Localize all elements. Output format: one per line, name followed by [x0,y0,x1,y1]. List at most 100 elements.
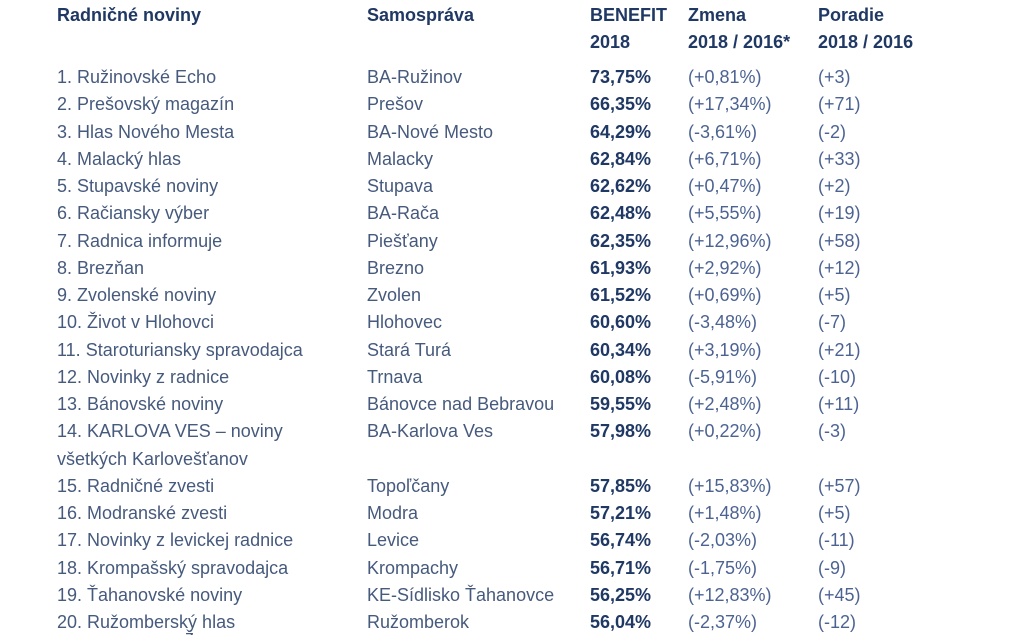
municipality-cell: Malacky [367,148,434,169]
benefit-value-cell: 56,25% [590,584,652,605]
municipality-cell: Bánovce nad Bebravou [367,394,555,414]
table-body: 1. Ružinovské Echo BA-Ružinov 73,75% (+0… [57,64,1024,636]
municipality-cell: Stará Turá [367,339,452,360]
rank-change-cell: (-12) [818,612,857,632]
benefit-value-cell: 64,29% [590,121,652,142]
column-header-samosprava: Samospráva [367,5,475,25]
benefit-value-cell: 57,21% [590,503,652,523]
newspaper-name-cell: 12. Novinky z radnice [57,366,230,387]
rank-change-cell: (+71) [818,94,861,115]
rank-change-cell: (+57) [818,475,861,496]
change-value-cell: (+17,34%) [688,94,772,115]
table-row: 3. Hlas Nového Mesta BA-Nové Mesto 64,29… [57,119,1024,146]
rank-change-cell: (+58) [818,230,861,251]
municipality-cell: BA-Ružinov [367,67,463,87]
newspaper-name-cell: 15. Radničné zvesti [57,475,215,496]
benefit-value-cell: 62,35% [590,230,652,251]
rank-change-cell: (+12) [818,257,861,278]
column-header-radnicne-noviny: Radničné noviny [57,5,202,25]
municipality-cell: KE-Sídlisko Ťahanovce [367,584,555,605]
change-value-cell: (-3,48%) [688,312,758,333]
rank-change-cell: (+5) [818,285,851,305]
newspaper-name-cell: 14. KARLOVA VES – noviny všetkých Karlov… [57,421,283,469]
table-row: 12. Novinky z radnice Trnava 60,08% (-5,… [57,364,1024,391]
benefit-value-cell: 61,52% [590,285,652,305]
table-row: 11. Staroturiansky spravodajca Stará Tur… [57,337,1024,364]
column-header-benefit-2018: BENEFIT 2018 [590,5,668,53]
newspaper-name-cell: 11. Staroturiansky spravodajca [57,339,303,360]
newspaper-name-cell: 13. Bánovské noviny [57,394,224,414]
table-row: 16. Modranské zvesti Modra 57,21% (+1,48… [57,500,1024,527]
municipality-cell: Prešov [367,94,424,115]
newspaper-name-cell: 19. Ťahanovské noviny [57,584,243,605]
change-value-cell: (+12,96%) [688,230,772,251]
municipality-cell: Ružomberok [367,612,470,632]
cut-off-next-row-text-fragment: ž [185,627,229,635]
change-value-cell: (+1,48%) [688,503,762,523]
newspaper-name-cell: 20. Ružomberský hlas [57,612,236,632]
newspaper-name-cell: 16. Modranské zvesti [57,503,228,523]
benefit-value-cell: 61,93% [590,257,652,278]
table-row: 10. Život v Hlohovci Hlohovec 60,60% (-3… [57,309,1024,336]
newspaper-name-cell: 1. Ružinovské Echo [57,67,217,87]
newspaper-name-cell: 4. Malacký hlas [57,148,182,169]
change-value-cell: (+0,22%) [688,421,762,442]
table-row: 15. Radničné zvesti Topoľčany 57,85% (+1… [57,473,1024,500]
change-value-cell: (-1,75%) [688,557,758,578]
newspaper-name-cell: 18. Krompašský spravodajca [57,557,289,578]
column-header-zmena: Zmena 2018 / 2016* [688,5,791,53]
table-row: 8. Brezňan Brezno 61,93% (+2,92%) (+12) [57,255,1024,282]
newspaper-name-cell: 9. Zvolenské noviny [57,285,217,305]
municipality-cell: Brezno [367,257,425,278]
table-row: 14. KARLOVA VES – noviny všetkých Karlov… [57,418,1024,473]
change-value-cell: (+3,19%) [688,339,762,360]
benefit-value-cell: 62,84% [590,148,652,169]
rank-change-cell: (+33) [818,148,861,169]
newspaper-name-cell: 5. Stupavské noviny [57,176,219,196]
rank-change-cell: (-7) [818,312,846,333]
rank-change-cell: (+11) [818,394,860,414]
rank-change-cell: (-11) [818,530,855,551]
newspaper-name-cell: 6. Račiansky výber [57,203,210,224]
municipality-cell: Hlohovec [367,312,443,333]
rank-change-cell: (+19) [818,203,861,224]
table-row: 17. Novinky z levickej radnice Levice 56… [57,527,1024,554]
table-row: 13. Bánovské noviny Bánovce nad Bebravou… [57,391,1024,418]
newspaper-name-cell: 7. Radnica informuje [57,230,223,251]
benefit-value-cell: 56,74% [590,530,652,551]
table-row: 9. Zvolenské noviny Zvolen 61,52% (+0,69… [57,282,1024,309]
municipality-cell: BA-Karlova Ves [367,421,494,442]
municipality-cell: Piešťany [367,230,438,251]
change-value-cell: (+0,81%) [688,67,762,87]
newspaper-name-cell: 17. Novinky z levickej radnice [57,530,294,551]
change-value-cell: (-2,37%) [688,612,758,632]
benefit-value-cell: 66,35% [590,94,652,115]
rank-change-cell: (+45) [818,584,861,605]
table-row: 6. Račiansky výber BA-Rača 62,48% (+5,55… [57,200,1024,227]
benefit-value-cell: 60,34% [590,339,652,360]
change-value-cell: (+0,69%) [688,285,762,305]
change-value-cell: (+2,48%) [688,394,762,414]
change-value-cell: (+12,83%) [688,584,772,605]
rank-change-cell: (-10) [818,366,857,387]
rank-change-cell: (-2) [818,121,846,142]
newspapers-ranking-table: Radničné noviny Samospráva BENEFIT 2018 … [57,2,1024,636]
change-value-cell: (-5,91%) [688,366,758,387]
benefit-value-cell: 60,08% [590,366,652,387]
municipality-cell: Topoľčany [367,475,450,496]
rank-change-cell: (+5) [818,503,851,523]
rank-change-cell: (+21) [818,339,861,360]
change-value-cell: (+15,83%) [688,475,772,496]
municipality-cell: Levice [367,530,420,551]
benefit-value-cell: 57,85% [590,475,652,496]
benefit-value-cell: 60,60% [590,312,652,333]
newspaper-name-cell: 2. Prešovský magazín [57,94,235,115]
benefit-value-cell: 56,04% [590,612,652,632]
change-value-cell: (-3,61%) [688,121,758,142]
benefit-value-cell: 57,98% [590,421,652,442]
change-value-cell: (+6,71%) [688,148,762,169]
rank-change-cell: (-9) [818,557,846,578]
table-row: 7. Radnica informuje Piešťany 62,35% (+1… [57,228,1024,255]
table-row: 18. Krompašský spravodajca Krompachy 56,… [57,555,1024,582]
municipality-cell: Modra [367,503,419,523]
